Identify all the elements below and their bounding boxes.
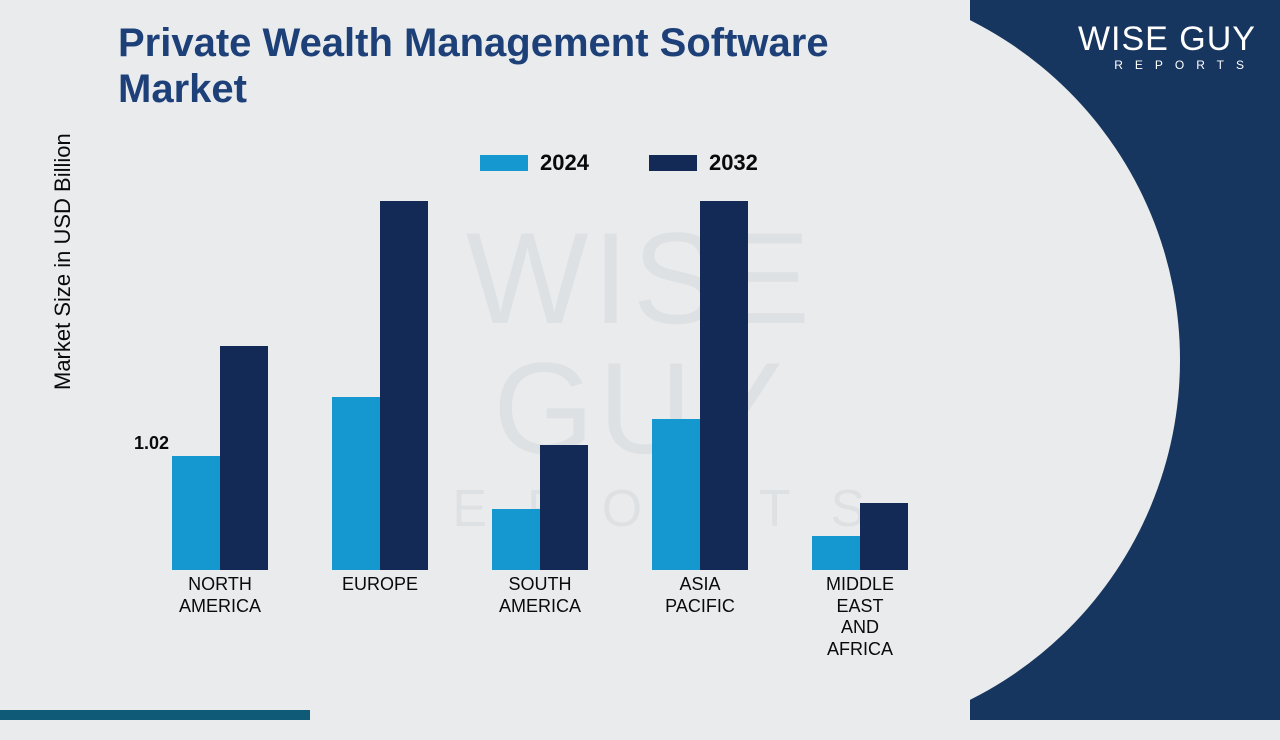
bar-data-label: 1.02: [134, 433, 169, 454]
y-axis-label: Market Size in USD Billion: [50, 133, 76, 390]
bar-2024: [332, 397, 380, 570]
bar-2032: [860, 503, 908, 570]
bar-2024: [492, 509, 540, 570]
bar-2032: [220, 346, 268, 570]
x-axis-label: MIDDLEEASTANDAFRICA: [800, 574, 920, 660]
chart-area: Market Size in USD Billion 2024 2032 1.0…: [60, 150, 960, 690]
bar-2032: [700, 201, 748, 570]
legend-item-2032: 2032: [649, 150, 758, 176]
legend-swatch-icon: [480, 155, 528, 171]
legend-item-2024: 2024: [480, 150, 589, 176]
bar-2024: [812, 536, 860, 570]
legend: 2024 2032: [480, 150, 758, 176]
bar-2032: [540, 445, 588, 570]
x-axis-label: SOUTHAMERICA: [480, 574, 600, 617]
legend-label: 2024: [540, 150, 589, 176]
x-axis-label: EUROPE: [320, 574, 440, 596]
brand-logo-bottom: REPORTS: [1078, 58, 1256, 72]
bar-2032: [380, 201, 428, 570]
brand-logo-top: WISE GUY: [1078, 22, 1256, 56]
legend-swatch-icon: [649, 155, 697, 171]
bar-2024: [652, 419, 700, 570]
legend-label: 2032: [709, 150, 758, 176]
chart-title: Private Wealth Management Software Marke…: [118, 20, 898, 112]
bar-2024: [172, 456, 220, 570]
plot-area: 1.02: [120, 190, 940, 570]
x-axis-label: NORTHAMERICA: [160, 574, 280, 617]
bottom-accent-bar: [0, 710, 310, 720]
x-axis-label: ASIAPACIFIC: [640, 574, 760, 617]
brand-logo: WISE GUY REPORTS: [1078, 22, 1256, 72]
